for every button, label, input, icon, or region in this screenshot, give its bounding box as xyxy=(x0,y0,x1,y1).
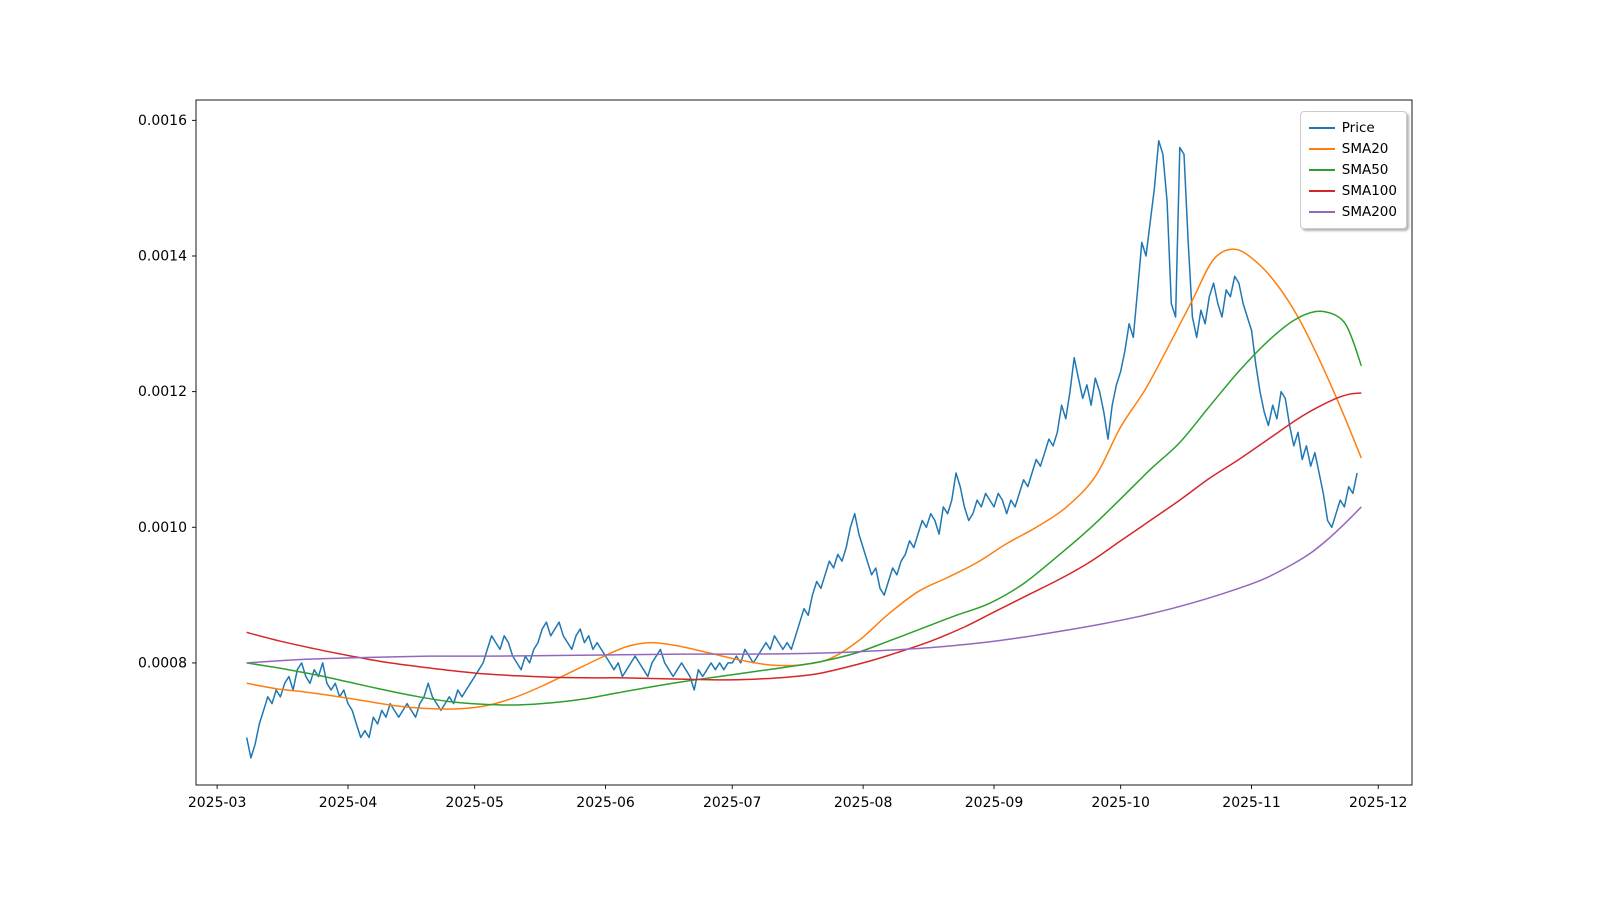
legend-line-swatch xyxy=(1308,210,1335,213)
series-line-sma50 xyxy=(246,310,1363,706)
legend-label: SMA200 xyxy=(1341,203,1397,220)
y-tick-label: 0.0012 xyxy=(138,384,187,400)
x-tick-label: 2025-12 xyxy=(1349,795,1408,811)
legend-line-swatch xyxy=(1308,147,1335,150)
y-tick-label: 0.0016 xyxy=(138,113,187,129)
legend-label: SMA100 xyxy=(1341,182,1397,199)
legend-line-swatch xyxy=(1308,168,1335,171)
x-tick-label: 2025-11 xyxy=(1222,795,1281,811)
x-tick-label: 2025-04 xyxy=(319,795,378,811)
x-tick-label: 2025-05 xyxy=(445,795,504,811)
legend-line-swatch xyxy=(1308,189,1335,192)
series-line-sma100 xyxy=(246,392,1362,681)
x-tick-label: 2025-08 xyxy=(834,795,893,811)
legend-label: SMA50 xyxy=(1341,161,1389,178)
x-tick-label: 2025-07 xyxy=(703,795,762,811)
axes-frame xyxy=(195,99,1413,786)
y-tick-label: 0.0010 xyxy=(138,520,187,536)
legend-label: Price xyxy=(1341,119,1375,136)
y-tick-label: 0.0008 xyxy=(138,655,187,671)
legend-item-sma100: SMA100 xyxy=(1308,180,1397,201)
legend-item-price: Price xyxy=(1308,117,1397,138)
x-tick-label: 2025-03 xyxy=(188,795,247,811)
y-axis: 0.0008 0.0010 0.0012 0.0014 0.0016 xyxy=(138,113,196,671)
x-tick-label: 2025-10 xyxy=(1091,795,1150,811)
legend-item-sma50: SMA50 xyxy=(1308,159,1397,180)
x-tick-label: 2025-09 xyxy=(965,795,1024,811)
y-tick-label: 0.0014 xyxy=(138,248,187,264)
legend-item-sma200: SMA200 xyxy=(1308,201,1397,222)
series-line-sma20 xyxy=(246,248,1362,710)
x-tick-label: 2025-06 xyxy=(576,795,635,811)
legend-item-sma20: SMA20 xyxy=(1308,138,1397,159)
series-line-price xyxy=(245,139,1358,759)
legend: Price SMA20 SMA50 SMA100 SMA200 xyxy=(1299,111,1407,229)
legend-label: SMA20 xyxy=(1341,140,1389,157)
x-axis: 2025-03 2025-04 2025-05 2025-06 2025-07 2025-… xyxy=(188,785,1408,811)
series-line-sma200 xyxy=(246,506,1362,664)
legend-line-swatch xyxy=(1308,126,1335,129)
